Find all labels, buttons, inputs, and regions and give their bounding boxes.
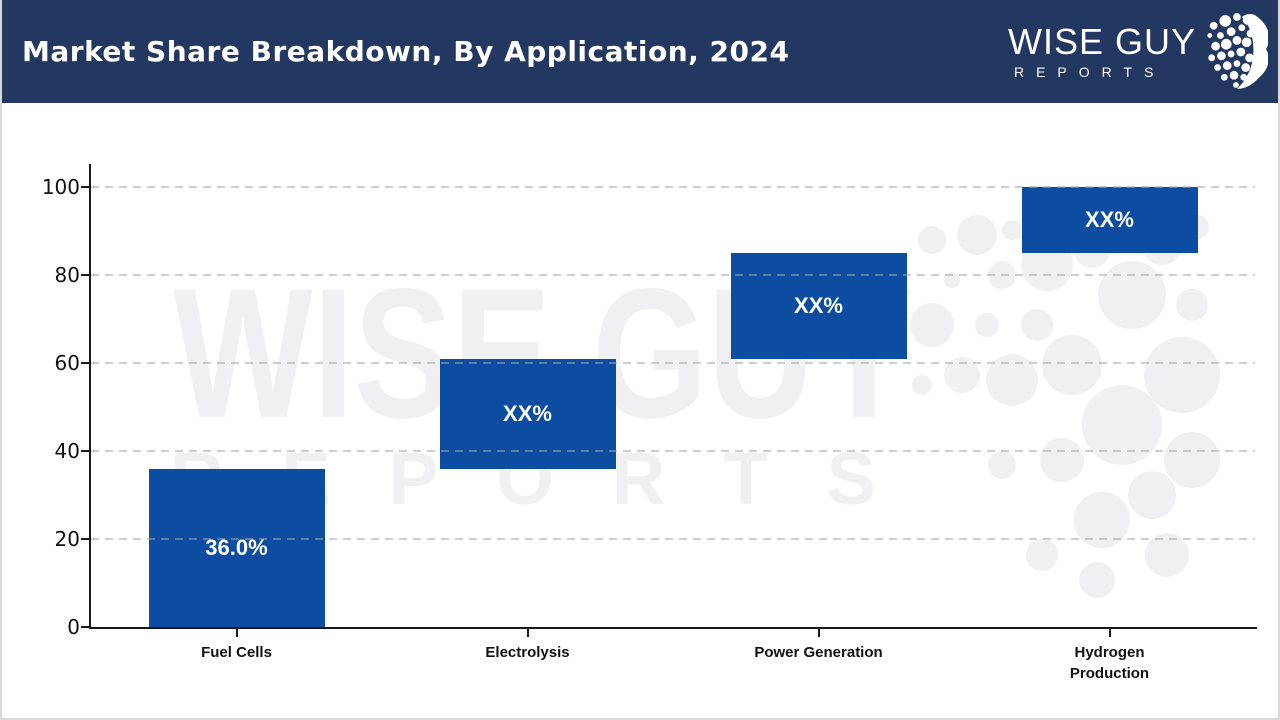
gridline: [91, 538, 1255, 540]
y-tick-label: 40: [54, 439, 80, 463]
y-tick-mark: [81, 538, 91, 540]
x-category-label: Fuel Cells: [201, 644, 272, 661]
y-tick-mark: [81, 362, 91, 364]
gridline: [91, 186, 1255, 188]
x-tick-mark: [235, 629, 238, 637]
x-category-label: Hydrogen Production: [1069, 644, 1150, 682]
bar-value-label: 36.0%: [205, 534, 268, 560]
bar-value-label: XX%: [503, 400, 552, 426]
y-tick-mark: [81, 450, 91, 452]
x-category-label: Electrolysis: [485, 644, 570, 661]
x-tick-mark: [526, 629, 529, 637]
y-axis-line: [89, 164, 91, 629]
bar-fuel-cells: [148, 468, 325, 627]
y-tick-label: 0: [67, 615, 80, 639]
x-tick-mark: [1108, 629, 1111, 637]
gridline: [91, 362, 1255, 364]
brand-subtitle: REPORTS: [1013, 64, 1166, 80]
brand-name: WISE GUY: [1007, 21, 1196, 62]
brand-text: WISE GUY REPORTS: [1007, 21, 1196, 80]
x-tick-mark: [817, 629, 820, 637]
bar-value-label: XX%: [1085, 207, 1134, 232]
bar-power-generation: [730, 253, 907, 359]
gridline: [91, 274, 1255, 276]
gridline: [91, 450, 1255, 452]
x-category-label: Power Generation: [754, 644, 883, 661]
dotted-head-icon: [1207, 12, 1268, 89]
bar-value-label: XX%: [794, 292, 843, 318]
app-header: Market Share Breakdown, By Application, …: [2, 0, 1278, 103]
x-axis-line: [89, 627, 1257, 629]
y-tick-mark: [81, 626, 91, 628]
brand-logo: WISE GUY REPORTS: [1008, 11, 1268, 93]
y-tick-label: 100: [41, 175, 80, 199]
y-tick-mark: [81, 274, 91, 276]
y-tick-label: 80: [54, 263, 80, 287]
y-tick-mark: [81, 186, 91, 188]
y-tick-label: 20: [54, 527, 80, 551]
page-title: Market Share Breakdown, By Application, …: [22, 35, 790, 68]
y-tick-label: 60: [54, 351, 80, 375]
